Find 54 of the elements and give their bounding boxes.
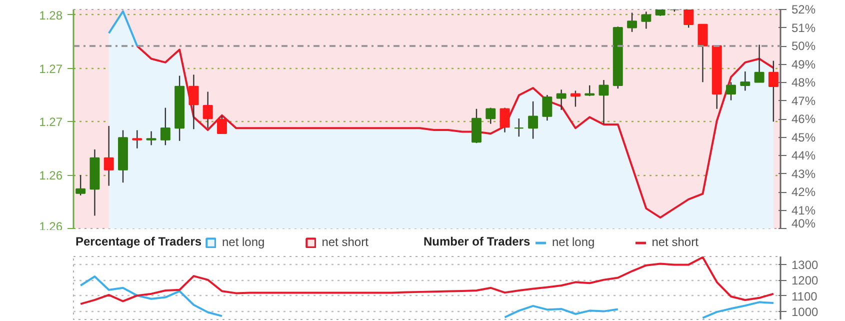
candlestick xyxy=(684,10,694,28)
candlestick xyxy=(188,74,199,130)
legend-label: net long xyxy=(222,235,265,249)
candlestick xyxy=(740,70,750,92)
candlestick xyxy=(76,174,86,196)
y2-tick-label: 48% xyxy=(792,76,816,90)
candlestick xyxy=(768,60,778,122)
candlestick xyxy=(486,107,496,124)
y2-tick-label: 52% xyxy=(792,2,816,16)
candlestick xyxy=(641,11,652,30)
candlestick xyxy=(598,79,609,124)
y2-tick-label: 50% xyxy=(792,39,816,53)
y-tick-label: 1.28 xyxy=(39,8,63,22)
y-tick-label: 1.27 xyxy=(39,62,63,76)
line-series xyxy=(80,256,774,305)
candlestick xyxy=(556,89,566,111)
y-tick-label: 1200 xyxy=(792,274,819,288)
y2-tick-label: 46% xyxy=(792,112,816,126)
y2-tick-label: 43% xyxy=(792,166,816,181)
y2-tick-label: 42% xyxy=(792,185,816,199)
legend-title: Number of Traders xyxy=(424,234,531,248)
y2-tick-label: 44% xyxy=(792,148,816,162)
legend-label: net short xyxy=(652,235,698,249)
candlestick xyxy=(146,130,156,146)
y-tick-label: 1300 xyxy=(792,258,819,272)
candlestick xyxy=(216,116,227,134)
y2-tick-label: 41% xyxy=(792,203,816,218)
legend-label: net short xyxy=(322,235,368,249)
y-tick-label: 1000 xyxy=(792,305,819,320)
legend-title: Percentage of Traders xyxy=(76,234,202,248)
y2-tick-label: 40% xyxy=(792,216,816,230)
candlestick xyxy=(472,108,482,144)
y2-tick-label: 45% xyxy=(792,130,816,144)
candlestick xyxy=(514,118,524,138)
y2-tick-label: 49% xyxy=(792,57,816,72)
y2-tick-label: 47% xyxy=(792,94,816,108)
legend-label: net long xyxy=(552,235,595,249)
candlestick xyxy=(570,90,580,108)
y-tick-label: 1.26 xyxy=(39,168,63,183)
candlestick xyxy=(104,125,114,186)
y-tick-label: 1.27 xyxy=(39,115,63,130)
y-tick-label: 1100 xyxy=(792,289,818,304)
candlestick xyxy=(202,91,213,129)
candlestick xyxy=(584,84,595,97)
candlestick xyxy=(500,107,510,133)
candlestick xyxy=(542,94,552,122)
candlestick xyxy=(754,44,764,83)
candlestick xyxy=(698,24,708,83)
candlestick xyxy=(627,12,638,33)
candlestick xyxy=(528,100,538,140)
candlestick xyxy=(160,107,170,146)
y2-tick-label: 51% xyxy=(792,20,816,35)
candlestick xyxy=(726,82,736,101)
candlestick xyxy=(132,130,142,149)
